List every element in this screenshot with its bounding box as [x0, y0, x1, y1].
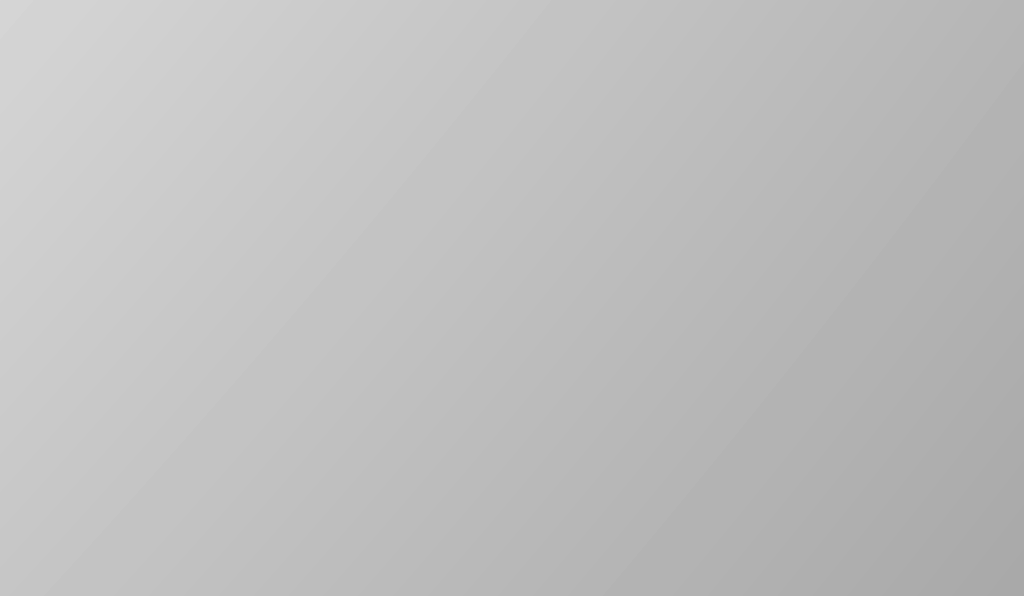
- Text: COOH: COOH: [353, 150, 426, 172]
- Text: following molecules are:: following molecules are:: [201, 122, 477, 144]
- Text: 2: 2: [396, 212, 406, 226]
- Text: 126.: 126.: [142, 94, 197, 116]
- Text: The absolute configurations of the two centres: The absolute configurations of the two c…: [201, 94, 729, 116]
- Text: (a) 2(R), 3(S): (a) 2(R), 3(S): [223, 386, 370, 408]
- Text: Br: Br: [505, 224, 531, 246]
- Text: H: H: [272, 224, 292, 246]
- Text: 1: 1: [385, 145, 395, 159]
- Text: 3: 3: [396, 265, 406, 279]
- Text: (c) 2(S), 3(S): (c) 2(S), 3(S): [223, 430, 368, 452]
- Text: CN: CN: [505, 276, 542, 298]
- Text: (d) 2(S), 3(R): (d) 2(S), 3(R): [525, 416, 673, 437]
- Text: (b) 2(R), 3(R): (b) 2(R), 3(R): [525, 368, 674, 390]
- Text: H: H: [272, 276, 292, 298]
- Text: OH: OH: [371, 344, 409, 367]
